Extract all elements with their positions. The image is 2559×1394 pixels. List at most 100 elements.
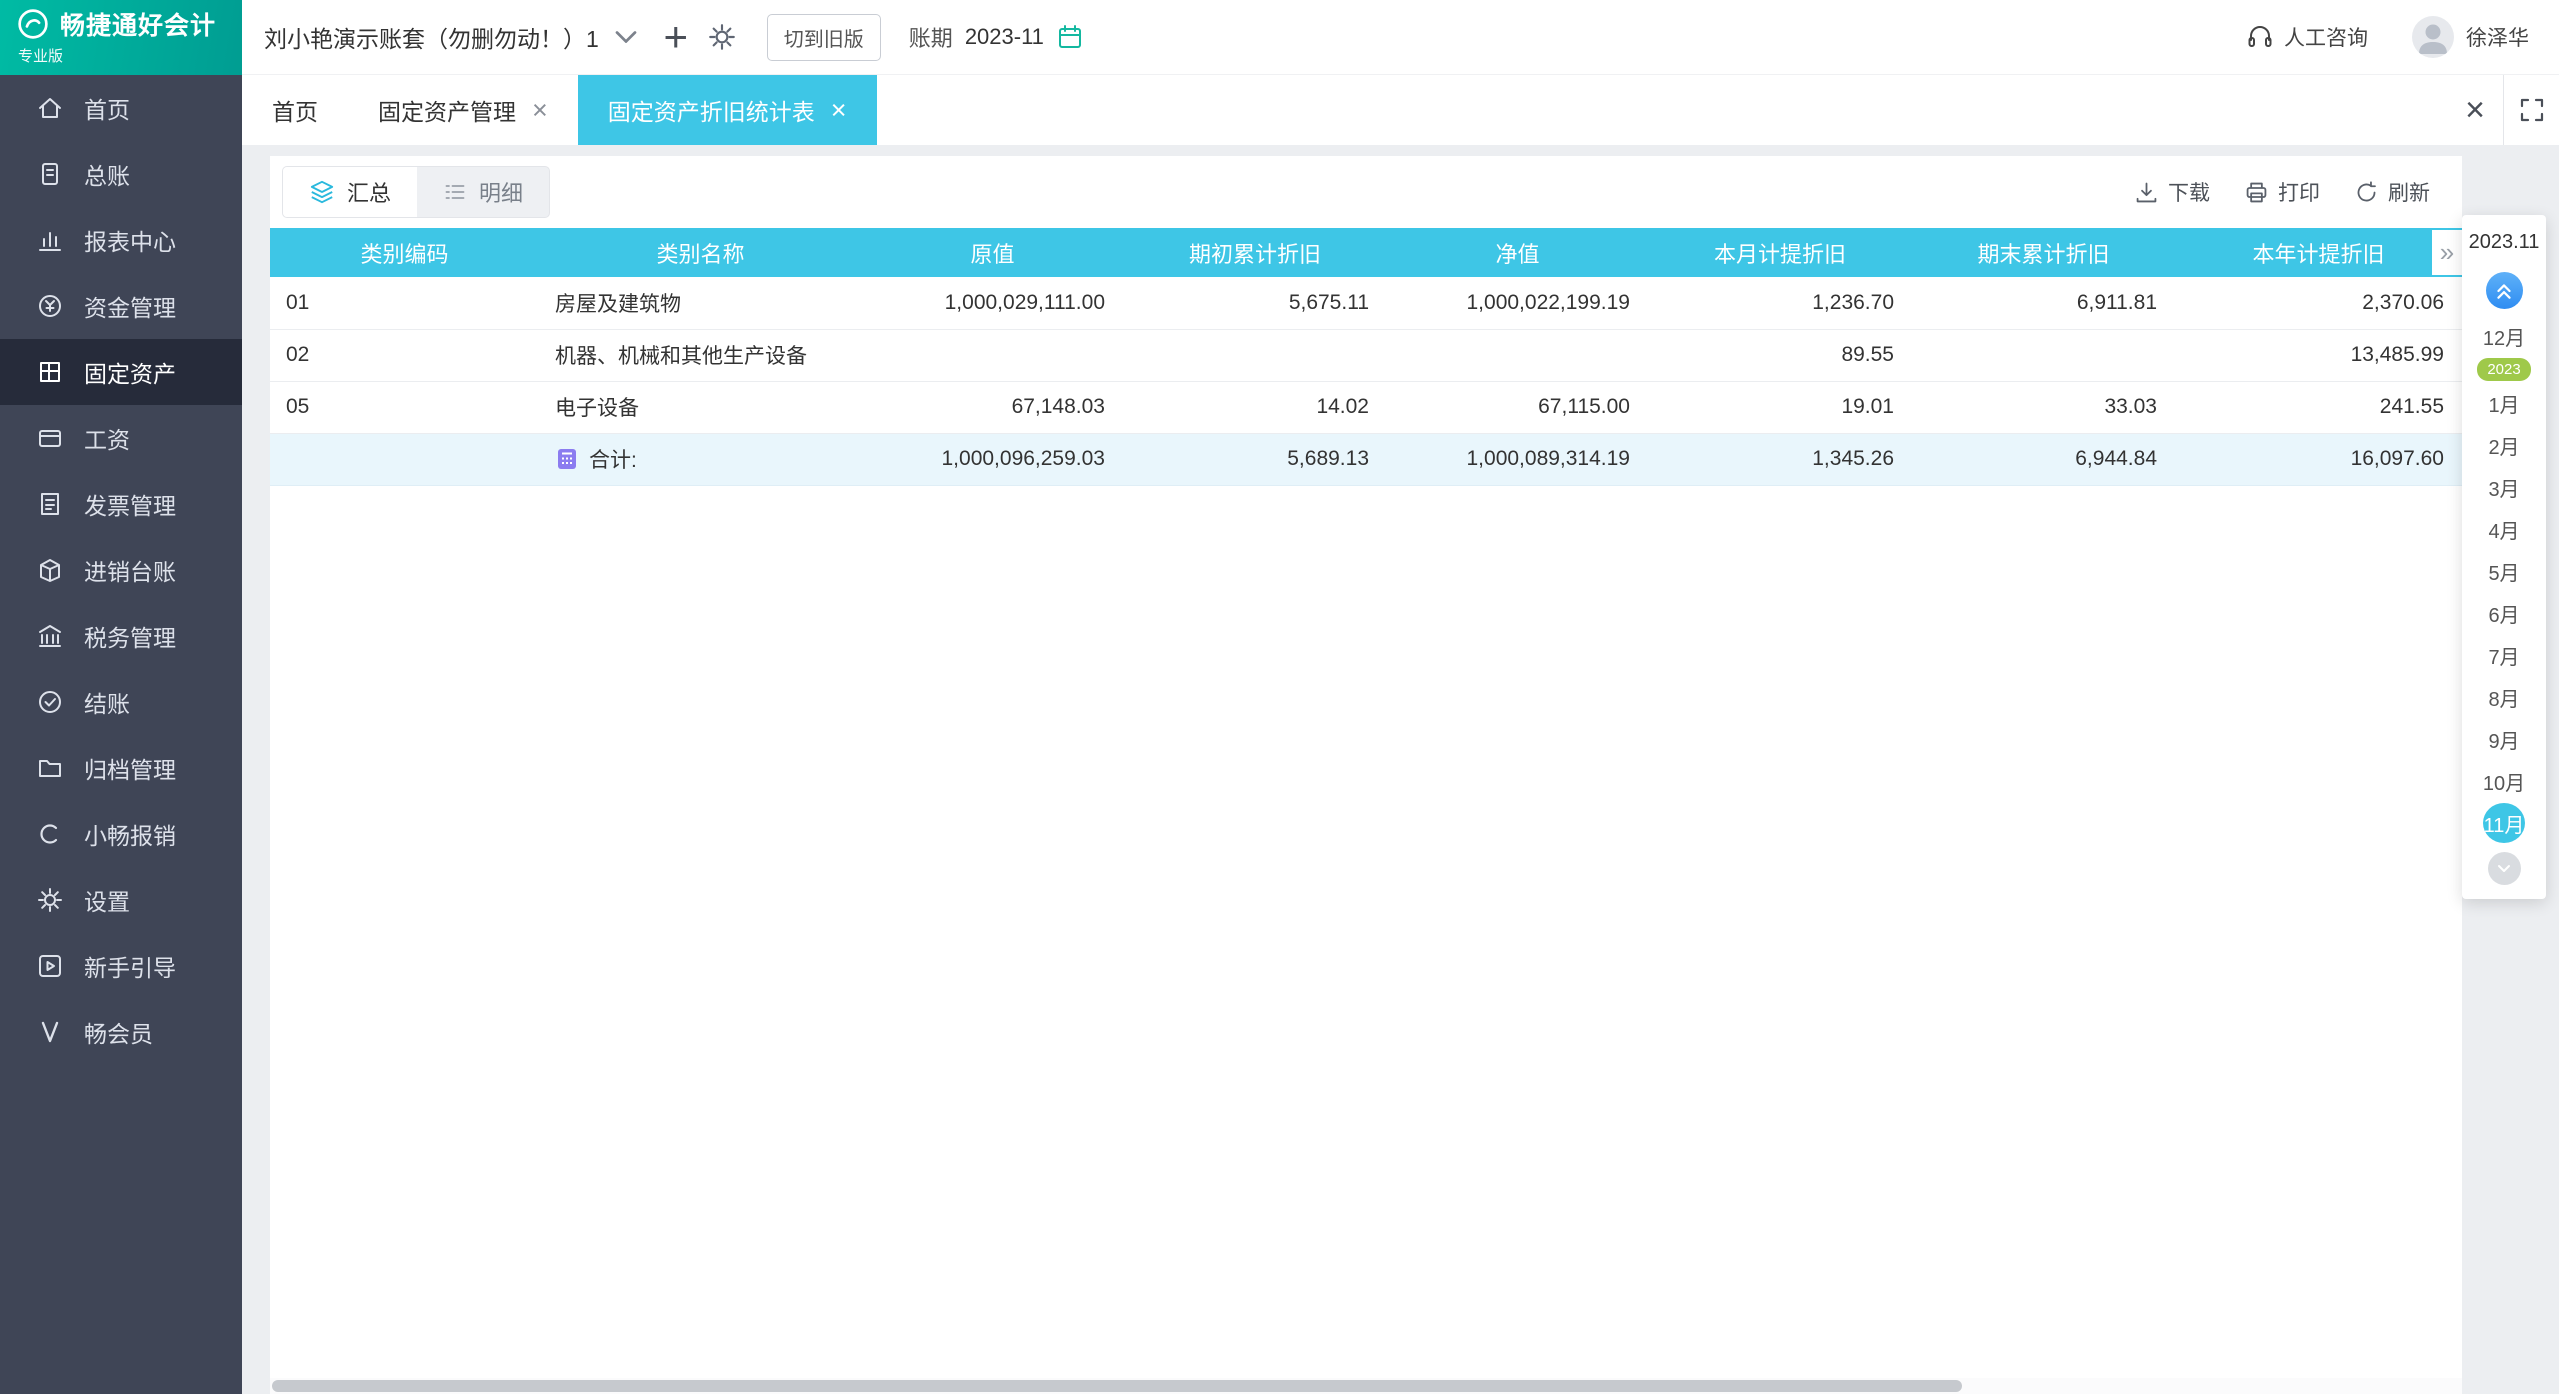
- month-item[interactable]: 7月: [2488, 646, 2520, 669]
- username[interactable]: 徐泽华: [2466, 27, 2529, 50]
- add-account-button[interactable]: +: [663, 13, 689, 60]
- month-item[interactable]: 9月: [2488, 730, 2520, 753]
- month-item[interactable]: 4月: [2488, 520, 2520, 543]
- sidebar-item-report-center[interactable]: 报表中心: [0, 207, 242, 273]
- chevron-down-icon: [615, 31, 637, 43]
- check-circle-icon: [36, 688, 64, 716]
- accounting-period[interactable]: 账期 2023-11: [909, 21, 1084, 53]
- sidebar-item-fund-management[interactable]: 资金管理: [0, 273, 242, 339]
- month-item[interactable]: 6月: [2488, 604, 2520, 627]
- tab-depreciation-report[interactable]: 固定资产折旧统计表 ×: [577, 75, 877, 145]
- current-period-label: 2023.11: [2468, 231, 2540, 253]
- account-book-selector[interactable]: 刘小艳演示账套（勿删勿动！）1: [264, 20, 637, 54]
- report-card: 汇总 明细 下载 打印: [270, 156, 2462, 1394]
- close-all-tabs-icon[interactable]: ×: [2465, 91, 2485, 129]
- print-button[interactable]: 打印: [2244, 177, 2320, 207]
- sidebar-nav: 首页 总账 报表中心 资金管理 固定资产 工资: [0, 75, 242, 1394]
- col-header-net-value: 净值: [1387, 228, 1648, 277]
- sidebar-item-tax-management[interactable]: 税务管理: [0, 603, 242, 669]
- sidebar-item-beginner-guide[interactable]: 新手引导: [0, 933, 242, 999]
- month-item[interactable]: 1月: [2488, 394, 2520, 417]
- app-logo: 畅捷通好会计 专业版: [0, 0, 242, 75]
- download-icon: [2134, 180, 2159, 205]
- total-label: 合计:: [589, 449, 637, 472]
- bar-chart-icon: [36, 226, 64, 254]
- col-header-closing-accumulated-depreciation: 期末累计折旧: [1912, 228, 2175, 277]
- folder-icon: [36, 754, 64, 782]
- scroll-down-button[interactable]: [2487, 852, 2521, 885]
- switch-to-old-version-button[interactable]: 切到旧版: [766, 13, 881, 61]
- support-label: 人工咨询: [2284, 27, 2368, 50]
- tab-home[interactable]: 首页: [272, 99, 318, 125]
- close-tab-icon[interactable]: ×: [830, 94, 847, 125]
- yuan-coin-icon: [36, 292, 64, 320]
- fixed-assets-icon: [36, 358, 64, 386]
- close-tab-icon[interactable]: ×: [532, 94, 548, 125]
- table-total-row: 合计: 1,000,096,259.03 5,689.13 1,000,089,…: [270, 433, 2462, 486]
- refresh-icon: [2354, 180, 2379, 205]
- tab-controls: ×: [2447, 75, 2559, 145]
- sidebar-item-closing[interactable]: 结账: [0, 669, 242, 735]
- table-row[interactable]: 02 机器、机械和其他生产设备 89.55 13,485.99: [270, 329, 2462, 382]
- app-edition: 专业版: [18, 48, 64, 65]
- month-item[interactable]: 10月: [2482, 772, 2526, 795]
- sidebar-item-home[interactable]: 首页: [0, 75, 242, 141]
- guide-play-icon: [36, 952, 64, 980]
- col-header-category-code: 类别编码: [270, 228, 539, 277]
- depreciation-table: 类别编码 类别名称 原值 期初累计折旧 净值 本月计提折旧 期末累计折旧 本年计…: [270, 228, 2462, 486]
- account-book-name: 刘小艳演示账套（勿删勿动！）1: [264, 26, 599, 52]
- month-item[interactable]: 5月: [2488, 562, 2520, 585]
- tax-bank-icon: [36, 622, 64, 650]
- year-badge: 2023: [2477, 358, 2531, 381]
- period-label: 账期: [908, 26, 953, 51]
- detail-view-button[interactable]: 明细: [417, 167, 549, 217]
- horizontal-scrollbar-thumb[interactable]: [272, 1380, 1962, 1392]
- user-avatar[interactable]: [2412, 16, 2454, 58]
- table-row[interactable]: 01 房屋及建筑物 1,000,029,111.00 5,675.11 1,00…: [270, 277, 2462, 330]
- col-header-category-name: 类别名称: [539, 228, 862, 277]
- month-item[interactable]: 2月: [2488, 436, 2520, 459]
- collapse-month-panel-icon[interactable]: »: [2432, 230, 2462, 275]
- scroll-up-button[interactable]: [2485, 272, 2523, 309]
- calendar-icon[interactable]: [1056, 23, 1084, 51]
- salary-card-icon: [36, 424, 64, 452]
- sidebar-item-archive-management[interactable]: 归档管理: [0, 735, 242, 801]
- headset-icon: [2246, 23, 2274, 51]
- summary-view-button[interactable]: 汇总: [283, 167, 418, 217]
- month-selector-panel: 2023.11 12月 2023 1月 2月 3月 4月 5月 6月 7月 8月…: [2462, 215, 2546, 899]
- sidebar-item-reimbursement[interactable]: 小畅报销: [0, 801, 242, 867]
- month-item-active[interactable]: 11月: [2483, 803, 2525, 843]
- table-row[interactable]: 05 电子设备 67,148.03 14.02 67,115.00 19.01 …: [270, 381, 2462, 434]
- calculator-icon: [555, 447, 579, 471]
- fullscreen-icon[interactable]: [2503, 75, 2559, 145]
- topbar: 畅捷通好会计 专业版 刘小艳演示账套（勿删勿动！）1 + 切到旧版 账期 202…: [0, 0, 2559, 75]
- account-settings-gear-icon[interactable]: [699, 14, 745, 60]
- tab-fixed-asset-management[interactable]: 固定资产管理 ×: [378, 94, 548, 125]
- download-button[interactable]: 下载: [2134, 177, 2210, 207]
- report-actions: 下载 打印 刷新: [2134, 177, 2430, 207]
- invoice-icon: [36, 490, 64, 518]
- content-area: 首页 固定资产管理 × 固定资产折旧统计表 × ×: [242, 75, 2559, 1394]
- report-toolbar: 汇总 明细 下载 打印: [270, 156, 2462, 228]
- sidebar-item-settings[interactable]: 设置: [0, 867, 242, 933]
- month-item[interactable]: 12月: [2482, 327, 2526, 350]
- ledger-book-icon: [36, 160, 64, 188]
- sidebar-item-fixed-assets[interactable]: 固定资产: [0, 339, 242, 405]
- sidebar-item-purchase-sale-ledger[interactable]: 进销台账: [0, 537, 242, 603]
- sidebar-item-invoice-management[interactable]: 发票管理: [0, 471, 242, 537]
- main-area: 首页 总账 报表中心 资金管理 固定资产 工资: [0, 75, 2559, 1394]
- col-header-current-month-depreciation: 本月计提折旧: [1648, 228, 1912, 277]
- printer-icon: [2244, 180, 2269, 205]
- home-icon: [36, 94, 64, 122]
- sidebar-item-salary[interactable]: 工资: [0, 405, 242, 471]
- horizontal-scrollbar: [270, 1378, 2462, 1394]
- month-item[interactable]: 8月: [2488, 688, 2520, 711]
- sidebar-item-general-ledger[interactable]: 总账: [0, 141, 242, 207]
- sidebar-item-member[interactable]: 畅会员: [0, 999, 242, 1065]
- month-item[interactable]: 3月: [2488, 478, 2520, 501]
- col-header-opening-accumulated-depreciation: 期初累计折旧: [1123, 228, 1387, 277]
- live-support-button[interactable]: 人工咨询: [2246, 22, 2368, 52]
- refresh-button[interactable]: 刷新: [2354, 177, 2430, 207]
- view-mode-toggle: 汇总 明细: [282, 166, 551, 218]
